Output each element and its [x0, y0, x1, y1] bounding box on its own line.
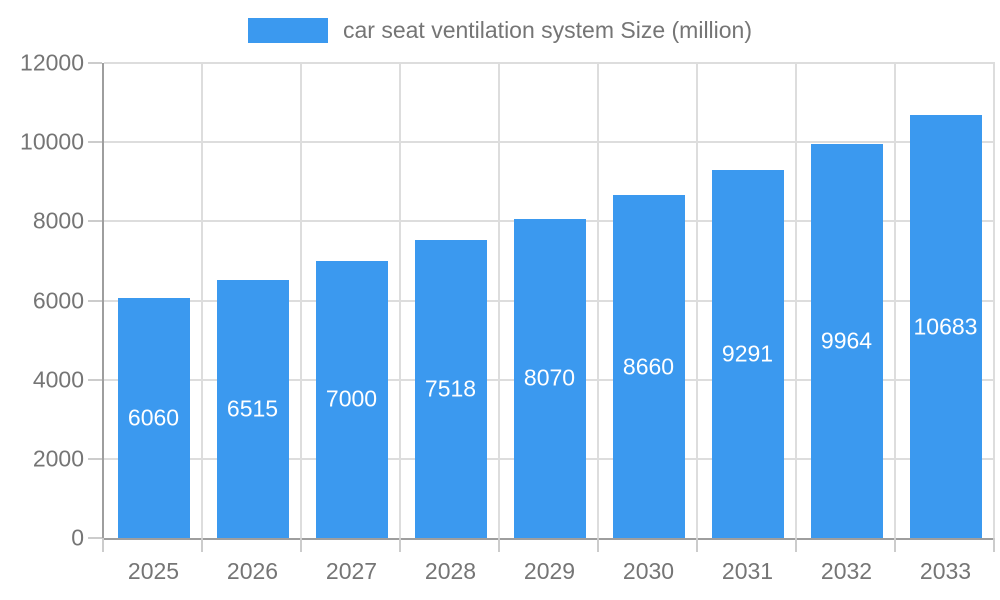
x-axis-tick — [201, 538, 203, 552]
h-gridline — [104, 141, 995, 144]
bar: 7518 — [414, 240, 487, 538]
plot-area: 6060 6515 7000 7518 8070 8660 9291 9964 10683 0 2… — [20, 51, 995, 583]
x-axis-tick — [102, 538, 104, 552]
bar-value-label: 6060 — [127, 404, 180, 431]
y-axis-label: 4000 — [32, 366, 84, 393]
x-axis-label: 2030 — [622, 558, 675, 584]
x-axis-tick — [498, 538, 500, 552]
bar: 9964 — [810, 143, 883, 538]
bar-value-label: 9964 — [820, 327, 873, 354]
bar-value-label: 9291 — [721, 340, 774, 367]
x-axis-tick — [597, 538, 599, 552]
bar-value-label: 8070 — [523, 364, 576, 391]
v-gridline — [993, 63, 995, 538]
x-axis-label: 2025 — [127, 558, 180, 584]
x-axis-label: 2029 — [523, 558, 576, 584]
bar-value-label: 8660 — [622, 353, 675, 380]
y-axis-tick — [88, 62, 102, 64]
bar-value-label: 7518 — [424, 375, 477, 402]
bar: 10683 — [909, 115, 982, 538]
legend-label: car seat ventilation system Size (millio… — [342, 17, 753, 43]
x-axis-label: 2028 — [424, 558, 477, 584]
y-axis-tick — [88, 378, 102, 381]
y-axis-label: 10000 — [20, 128, 84, 155]
x-axis-tick — [795, 538, 797, 552]
v-gridline — [894, 63, 896, 538]
x-axis-label: 2026 — [226, 558, 279, 584]
x-axis-label: 2033 — [919, 558, 972, 584]
v-gridline — [696, 63, 698, 538]
x-axis-label: 2027 — [325, 558, 378, 584]
y-axis-label: 0 — [71, 524, 84, 551]
x-axis-tick — [993, 538, 995, 552]
x-axis-label: 2032 — [820, 558, 873, 584]
y-axis-tick — [88, 220, 102, 223]
x-axis-tick — [399, 538, 401, 552]
v-gridline — [201, 63, 203, 538]
y-axis-label: 12000 — [20, 49, 84, 76]
bar: 8660 — [612, 195, 685, 538]
y-axis-tick — [88, 537, 102, 539]
legend[interactable]: car seat ventilation system Size (millio… — [0, 17, 1000, 44]
x-axis-tick — [300, 538, 302, 552]
bar: 6515 — [216, 280, 289, 538]
legend-swatch — [247, 18, 328, 43]
v-gridline — [597, 63, 599, 538]
bar-value-label: 10683 — [913, 313, 978, 340]
y-axis-tick — [88, 299, 102, 302]
h-gridline — [104, 62, 995, 64]
v-gridline — [498, 63, 500, 538]
y-axis-tick — [88, 141, 102, 144]
bar: 8070 — [513, 218, 586, 538]
bar-value-label: 7000 — [325, 385, 378, 412]
x-axis-tick — [696, 538, 698, 552]
x-axis-tick — [894, 538, 896, 552]
y-axis-label: 2000 — [32, 445, 84, 472]
y-axis-tick — [88, 457, 102, 460]
y-axis-label: 6000 — [32, 287, 84, 313]
y-axis-label: 8000 — [32, 207, 84, 234]
bar: 9291 — [711, 170, 784, 538]
v-gridline — [300, 63, 302, 538]
x-axis-label: 2031 — [721, 558, 774, 584]
bar: 7000 — [315, 260, 388, 538]
v-gridline — [399, 63, 401, 538]
bar-value-label: 6515 — [226, 395, 279, 422]
bar: 6060 — [117, 298, 190, 538]
v-gridline — [795, 63, 797, 538]
